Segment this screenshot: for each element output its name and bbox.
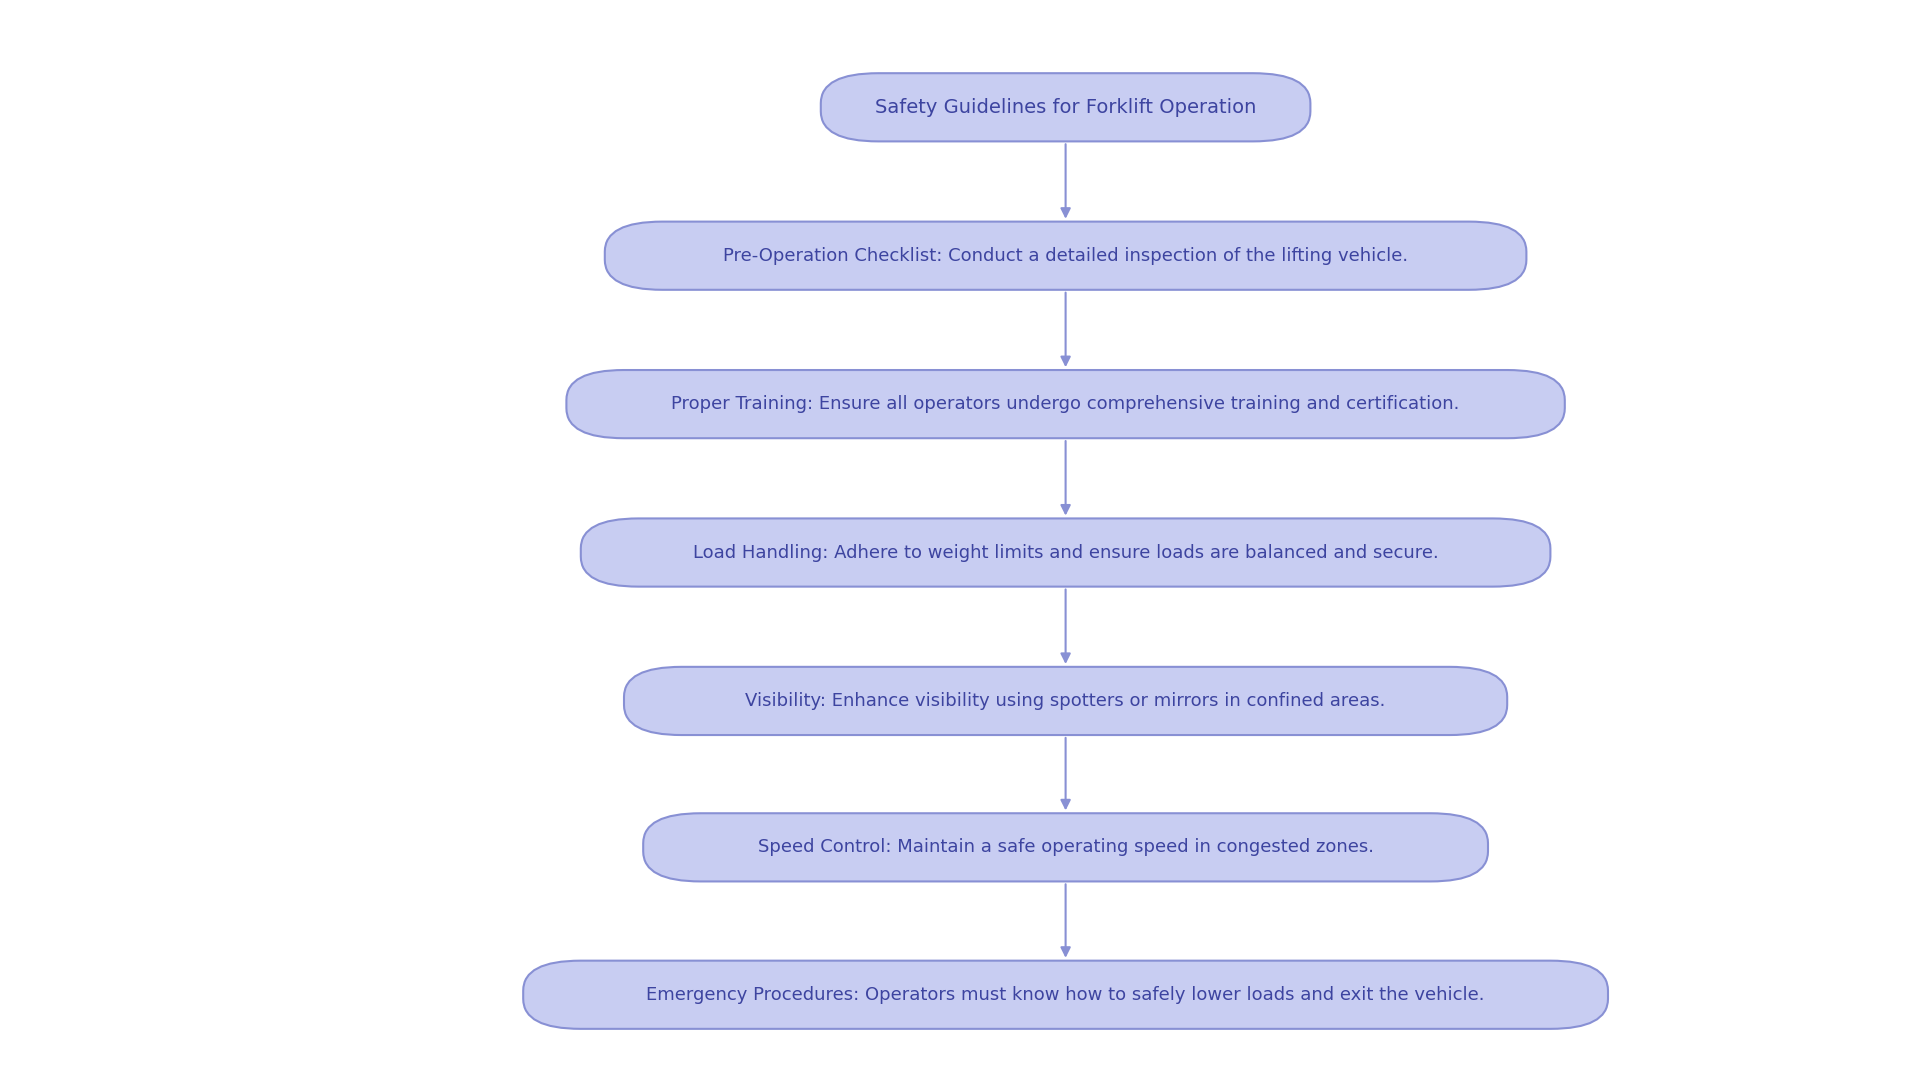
Text: Pre-Operation Checklist: Conduct a detailed inspection of the lifting vehicle.: Pre-Operation Checklist: Conduct a detai…	[724, 247, 1407, 264]
FancyBboxPatch shape	[566, 370, 1565, 439]
Text: Emergency Procedures: Operators must know how to safely lower loads and exit the: Emergency Procedures: Operators must kno…	[647, 986, 1484, 1004]
Text: Safety Guidelines for Forklift Operation: Safety Guidelines for Forklift Operation	[876, 97, 1256, 117]
FancyBboxPatch shape	[624, 667, 1507, 735]
Text: Speed Control: Maintain a safe operating speed in congested zones.: Speed Control: Maintain a safe operating…	[758, 838, 1373, 857]
Text: Load Handling: Adhere to weight limits and ensure loads are balanced and secure.: Load Handling: Adhere to weight limits a…	[693, 544, 1438, 561]
FancyBboxPatch shape	[822, 74, 1309, 142]
Text: Visibility: Enhance visibility using spotters or mirrors in confined areas.: Visibility: Enhance visibility using spo…	[745, 692, 1386, 710]
FancyBboxPatch shape	[582, 519, 1551, 587]
FancyBboxPatch shape	[605, 222, 1526, 290]
Text: Proper Training: Ensure all operators undergo comprehensive training and certifi: Proper Training: Ensure all operators un…	[672, 395, 1459, 413]
FancyBboxPatch shape	[643, 813, 1488, 882]
FancyBboxPatch shape	[524, 961, 1609, 1029]
